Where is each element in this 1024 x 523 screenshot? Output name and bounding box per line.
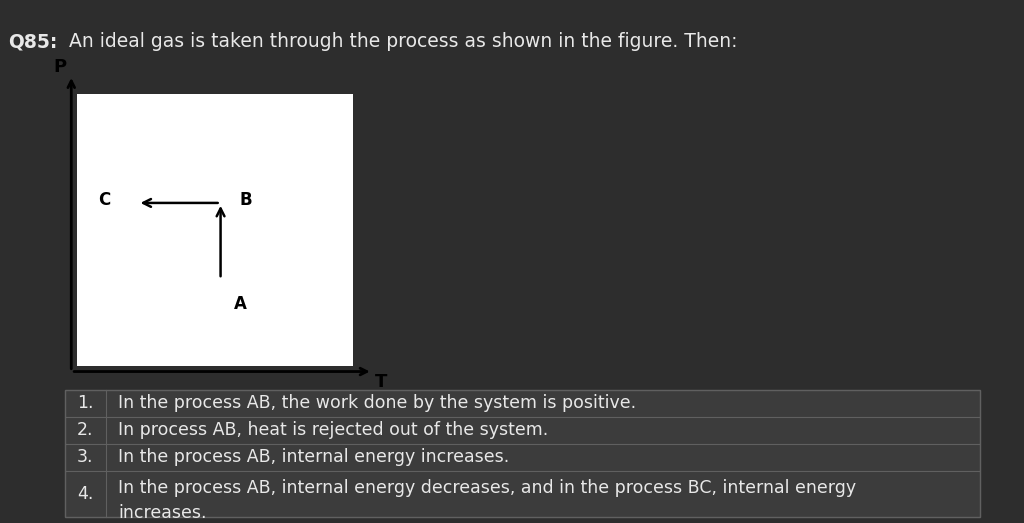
Text: 3.: 3. <box>77 448 93 466</box>
Text: In the process AB, internal energy increases.: In the process AB, internal energy incre… <box>118 448 509 466</box>
Text: In process AB, heat is rejected out of the system.: In process AB, heat is rejected out of t… <box>118 421 548 439</box>
Text: 4.: 4. <box>77 485 93 503</box>
Text: C: C <box>97 191 110 209</box>
Text: T: T <box>375 373 387 391</box>
Text: 1.: 1. <box>77 394 93 412</box>
Text: P: P <box>53 58 67 76</box>
Text: B: B <box>240 191 253 209</box>
Text: An ideal gas is taken through the process as shown in the figure. Then:: An ideal gas is taken through the proces… <box>57 32 738 51</box>
Text: In the process AB, internal energy decreases, and in the process BC, internal en: In the process AB, internal energy decre… <box>118 479 856 522</box>
Text: Q85:: Q85: <box>8 32 57 51</box>
Text: In the process AB, the work done by the system is positive.: In the process AB, the work done by the … <box>118 394 636 412</box>
Text: A: A <box>234 295 247 313</box>
Text: 2.: 2. <box>77 421 93 439</box>
